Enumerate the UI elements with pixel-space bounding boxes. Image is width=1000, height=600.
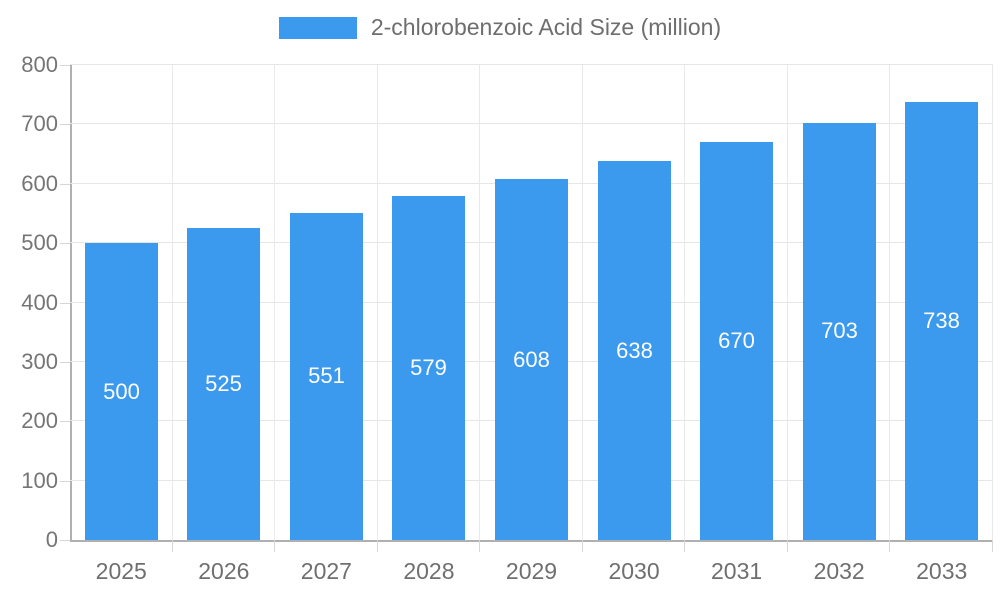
x-tick-mark [274, 540, 275, 552]
x-gridline [274, 65, 275, 540]
bar-2033[interactable]: 738 [905, 101, 978, 540]
y-tick-mark [60, 540, 70, 541]
x-tick-label-2032: 2032 [813, 558, 865, 584]
x-gridline [377, 65, 378, 540]
bar-value-label: 525 [205, 371, 242, 397]
x-tick-mark [377, 540, 378, 552]
bar-2026[interactable]: 525 [187, 228, 260, 540]
y-tick-label: 500 [21, 230, 58, 256]
y-tick-mark [60, 480, 70, 482]
bar-2028[interactable]: 579 [392, 196, 465, 540]
bar-2032[interactable]: 703 [803, 122, 876, 540]
legend[interactable]: 2-chlorobenzoic Acid Size (million) [0, 14, 1000, 41]
bar-value-label: 500 [103, 378, 140, 404]
x-tick-label-2030: 2030 [608, 558, 660, 584]
x-tick-mark [992, 540, 993, 552]
y-tick-label: 200 [21, 408, 58, 434]
y-tick-mark [60, 243, 70, 245]
plot-area: 500 525 551 579 608 638 670 703 738 [70, 64, 993, 542]
y-tick-label: 400 [21, 289, 58, 315]
x-tick-label-2029: 2029 [505, 558, 558, 584]
x-tick-mark [582, 540, 583, 552]
y-tick-label: 600 [21, 170, 58, 196]
y-tick-label: 100 [21, 467, 58, 493]
x-tick-label-2026: 2026 [198, 558, 250, 584]
y-tick-label: 0 [45, 527, 58, 552]
x-tick-mark [684, 540, 685, 552]
y-gridline [70, 123, 993, 125]
x-gridline [992, 65, 993, 540]
x-tick-mark [479, 540, 480, 552]
y-axis-line [70, 65, 72, 540]
bar-value-label: 738 [923, 307, 960, 333]
y-tick-mark [60, 183, 70, 185]
bar-value-label: 638 [616, 337, 653, 363]
bar-value-label: 608 [513, 346, 550, 372]
y-tick-mark [60, 421, 70, 423]
y-tick-label: 700 [21, 111, 58, 137]
x-tick-mark [787, 540, 788, 552]
bar-2031[interactable]: 670 [700, 142, 773, 540]
bar-2027[interactable]: 551 [290, 212, 363, 540]
bar-2025[interactable]: 500 [85, 243, 158, 540]
x-tick-label-2033: 2033 [916, 558, 968, 584]
x-tick-label-2031: 2031 [711, 558, 763, 584]
x-gridline [582, 65, 583, 540]
legend-swatch [278, 16, 357, 39]
bar-value-label: 579 [410, 355, 447, 381]
bar-value-label: 551 [308, 363, 345, 389]
x-tick-label-2025: 2025 [95, 558, 147, 584]
y-tick-label: 800 [21, 52, 58, 77]
bar-value-label: 670 [718, 328, 755, 354]
y-gridline [70, 64, 993, 65]
x-gridline [787, 65, 788, 540]
bar-2029[interactable]: 608 [495, 179, 568, 540]
y-tick-mark [60, 65, 70, 66]
y-tick-mark [60, 361, 70, 363]
bar-value-label: 703 [821, 318, 858, 344]
legend-label: 2-chlorobenzoic Acid Size (million) [370, 14, 722, 40]
x-tick-mark [889, 540, 890, 552]
x-gridline [172, 65, 173, 540]
y-tick-label: 300 [21, 348, 58, 374]
x-tick-label-2027: 2027 [300, 558, 352, 584]
x-tick-label-2028: 2028 [403, 558, 455, 584]
x-gridline [479, 65, 480, 540]
y-tick-mark [60, 124, 70, 126]
x-tick-mark [172, 540, 173, 552]
bar-2030[interactable]: 638 [598, 161, 671, 540]
x-gridline [684, 65, 685, 540]
x-axis-line [70, 540, 993, 542]
x-gridline [889, 65, 890, 540]
y-tick-mark [60, 302, 70, 304]
